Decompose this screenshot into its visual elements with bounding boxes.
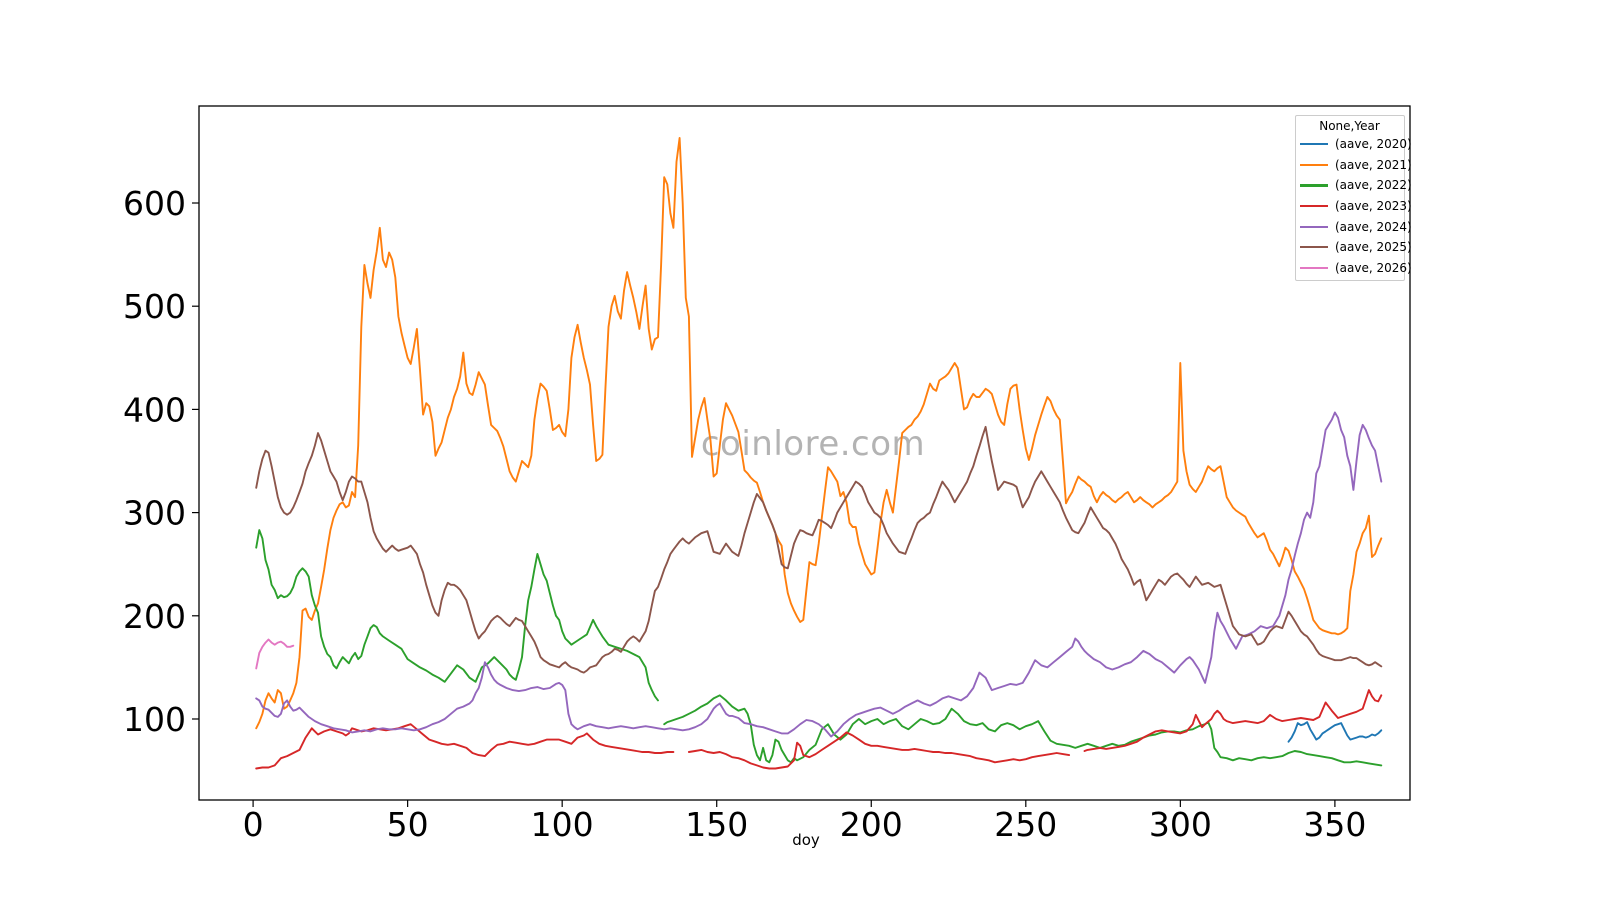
legend-line-swatch-icon xyxy=(1300,163,1328,166)
series-line-aave2022 xyxy=(663,694,1383,767)
legend-entry: (aave, 2022) xyxy=(1300,175,1412,196)
legend-entry-label: (aave, 2024) xyxy=(1335,219,1412,234)
legend-entry-label: (aave, 2026) xyxy=(1335,260,1412,275)
legend-entry-label: (aave, 2023) xyxy=(1335,199,1412,214)
x-axis-label: doy xyxy=(792,831,820,849)
legend-entry: (aave, 2023) xyxy=(1300,196,1412,217)
legend-entry-label: (aave, 2020) xyxy=(1335,137,1412,152)
legend-line-swatch-icon xyxy=(1300,266,1328,269)
series-line-aave2022 xyxy=(255,529,659,702)
series-line-aave2023 xyxy=(687,731,1071,770)
legend-line-swatch-icon xyxy=(1300,204,1328,208)
series-line-aave2025 xyxy=(255,425,1383,674)
y-tick-label: 400 xyxy=(123,390,186,429)
legend-line-swatch-icon xyxy=(1300,225,1328,228)
series-line-aave2021 xyxy=(255,137,1383,730)
x-tick-label: 250 xyxy=(994,805,1057,844)
series-line-aave2026 xyxy=(255,638,295,670)
legend-title: None,Year xyxy=(1319,119,1380,133)
legend-entry: (aave, 2026) xyxy=(1300,258,1412,279)
legend-entry: (aave, 2024) xyxy=(1300,216,1412,237)
x-tick-label: 0 xyxy=(243,805,264,844)
legend-entry: (aave, 2025) xyxy=(1300,237,1412,258)
legend-entry: (aave, 2021) xyxy=(1300,155,1412,176)
y-tick-label: 600 xyxy=(123,184,186,223)
x-tick-label: 100 xyxy=(531,805,594,844)
x-tick-label: 150 xyxy=(685,805,748,844)
legend-entry-label: (aave, 2021) xyxy=(1335,157,1412,172)
y-tick-label: 100 xyxy=(123,700,186,739)
legend-entry: (aave, 2020) xyxy=(1300,134,1412,155)
x-tick-label: 200 xyxy=(840,805,903,844)
series-line-aave2023 xyxy=(255,723,675,770)
legend-line-swatch-icon xyxy=(1300,246,1328,249)
legend-line-swatch-icon xyxy=(1300,184,1328,187)
legend-entry-label: (aave, 2022) xyxy=(1335,178,1412,193)
series-line-aave2020 xyxy=(1287,721,1383,743)
legend-rows: (aave, 2020) (aave, 2021) (aave, 2022) (aav… xyxy=(1300,134,1412,279)
x-tick-label: 300 xyxy=(1149,805,1212,844)
x-tick-label: 50 xyxy=(387,805,429,844)
y-tick-label: 500 xyxy=(123,287,186,326)
x-tick-label: 350 xyxy=(1303,805,1366,844)
series-line-aave2023 xyxy=(1083,689,1383,752)
legend-entry-label: (aave, 2025) xyxy=(1335,240,1412,255)
legend-line-swatch-icon xyxy=(1300,143,1328,146)
y-tick-label: 200 xyxy=(123,597,186,636)
y-tick-label: 300 xyxy=(123,494,186,533)
series-line-aave2024 xyxy=(255,411,1383,738)
legend: None,Year (aave, 2020) (aave, 2021) (aave,… xyxy=(1295,115,1412,281)
plot-border xyxy=(198,105,1411,801)
